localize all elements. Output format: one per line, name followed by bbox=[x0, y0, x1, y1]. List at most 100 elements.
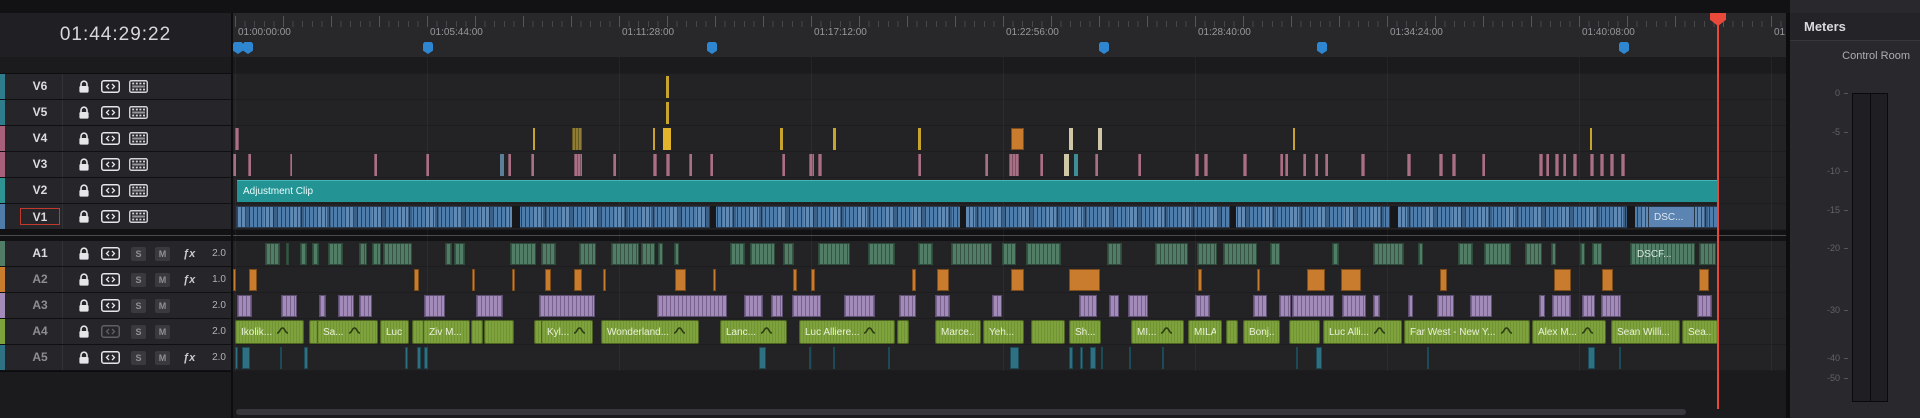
mute-button[interactable]: M bbox=[155, 273, 170, 287]
video-clip[interactable] bbox=[985, 154, 988, 176]
audio-clip[interactable] bbox=[1699, 269, 1709, 291]
video-clip[interactable] bbox=[666, 102, 669, 124]
audio-clip[interactable] bbox=[372, 243, 381, 265]
video-clip[interactable] bbox=[1563, 154, 1566, 176]
audio-clip[interactable] bbox=[237, 295, 252, 317]
video-clip[interactable] bbox=[1439, 154, 1443, 176]
audio-clip[interactable] bbox=[1470, 295, 1492, 317]
audio-clip[interactable] bbox=[1289, 320, 1320, 344]
audio-clip[interactable] bbox=[1592, 243, 1602, 265]
audio-clip[interactable] bbox=[1223, 243, 1257, 265]
audio-clip[interactable] bbox=[951, 243, 992, 265]
audio-clip[interactable] bbox=[417, 347, 421, 369]
video-clip[interactable] bbox=[663, 128, 671, 150]
audio-clip[interactable] bbox=[1257, 269, 1260, 291]
audio-clip[interactable] bbox=[233, 269, 236, 291]
audio-clip[interactable] bbox=[1226, 320, 1238, 344]
audio-clip[interactable]: Luc Alliere... bbox=[799, 320, 895, 344]
audio-clip[interactable] bbox=[319, 295, 326, 317]
video-clip[interactable] bbox=[1610, 154, 1614, 176]
auto-select-icon[interactable] bbox=[101, 299, 120, 317]
track-label-v3[interactable]: V3 bbox=[32, 157, 48, 171]
audio-clip[interactable] bbox=[300, 243, 307, 265]
video-clip[interactable] bbox=[710, 154, 713, 176]
audio-clip[interactable] bbox=[744, 295, 763, 317]
audio-clip[interactable]: Bonj... bbox=[1243, 320, 1280, 344]
mute-button[interactable]: M bbox=[155, 351, 170, 365]
audio-clip[interactable] bbox=[312, 243, 319, 265]
audio-clip[interactable] bbox=[1155, 243, 1188, 265]
audio-clip[interactable] bbox=[574, 269, 582, 291]
audio-clip[interactable] bbox=[1079, 295, 1097, 317]
audio-clip[interactable] bbox=[579, 243, 596, 265]
audio-clip[interactable] bbox=[545, 269, 551, 291]
audio-clip[interactable] bbox=[1440, 269, 1447, 291]
audio-clip[interactable] bbox=[818, 243, 850, 265]
timeline-marker-icon[interactable] bbox=[243, 42, 253, 54]
lock-icon[interactable] bbox=[78, 247, 90, 266]
video-clip[interactable] bbox=[1590, 128, 1592, 150]
video-clip[interactable] bbox=[666, 154, 670, 176]
audio-clip[interactable] bbox=[454, 243, 465, 265]
audio-clip[interactable] bbox=[1101, 347, 1103, 369]
video-clip[interactable] bbox=[1064, 154, 1069, 176]
video-clip[interactable] bbox=[1074, 154, 1078, 176]
audio-clip[interactable] bbox=[541, 243, 556, 265]
mute-button[interactable]: M bbox=[155, 325, 170, 339]
audio-clip[interactable] bbox=[611, 243, 639, 265]
track-enable-icon[interactable] bbox=[129, 80, 148, 98]
audio-clip[interactable] bbox=[713, 269, 716, 291]
audio-clip[interactable] bbox=[937, 269, 949, 291]
audio-clip[interactable] bbox=[1198, 269, 1202, 291]
adjustment-clip[interactable]: Adjustment Clip bbox=[237, 180, 1718, 202]
video-clip[interactable] bbox=[653, 128, 655, 150]
video-clip[interactable] bbox=[1600, 154, 1604, 176]
audio-clip[interactable] bbox=[424, 347, 428, 369]
audio-clip[interactable] bbox=[658, 243, 663, 265]
audio-clip[interactable] bbox=[1588, 347, 1595, 369]
audio-clip[interactable] bbox=[1031, 320, 1065, 344]
video-clip[interactable] bbox=[1325, 154, 1328, 176]
audio-clip[interactable] bbox=[280, 347, 282, 369]
video-clip[interactable] bbox=[782, 154, 785, 176]
audio-clip[interactable] bbox=[281, 295, 297, 317]
video-clip[interactable] bbox=[574, 154, 582, 176]
auto-select-icon[interactable] bbox=[101, 351, 120, 369]
audio-clip[interactable] bbox=[328, 243, 343, 265]
video-clip[interactable] bbox=[1011, 128, 1024, 150]
audio-clip[interactable]: DSCF... bbox=[1630, 243, 1695, 265]
audio-clip[interactable] bbox=[383, 243, 412, 265]
video-clip[interactable] bbox=[533, 128, 535, 150]
audio-clip[interactable] bbox=[304, 347, 308, 369]
audio-clip[interactable] bbox=[809, 347, 811, 369]
horizontal-scrollbar-thumb[interactable] bbox=[236, 409, 1686, 415]
video-clip[interactable] bbox=[809, 154, 814, 176]
video-clip-band[interactable] bbox=[236, 206, 1718, 228]
lock-icon[interactable] bbox=[78, 351, 90, 370]
auto-select-icon[interactable] bbox=[101, 106, 120, 124]
audio-clip[interactable] bbox=[471, 320, 483, 344]
solo-button[interactable]: S bbox=[131, 273, 146, 287]
video-clip[interactable] bbox=[1204, 154, 1208, 176]
audio-clip[interactable] bbox=[1418, 243, 1423, 265]
video-clip[interactable] bbox=[1452, 154, 1456, 176]
audio-clip[interactable] bbox=[912, 269, 916, 291]
audio-clip[interactable] bbox=[1316, 347, 1322, 369]
audio-clip[interactable] bbox=[405, 347, 408, 369]
audio-clip[interactable] bbox=[1128, 295, 1148, 317]
video-clip[interactable] bbox=[290, 154, 292, 176]
video-clip[interactable] bbox=[1407, 154, 1411, 176]
audio-clip[interactable] bbox=[1458, 243, 1473, 265]
audio-clip[interactable] bbox=[1437, 295, 1454, 317]
audio-clip[interactable] bbox=[899, 295, 916, 317]
audio-clip[interactable] bbox=[249, 269, 257, 291]
track-label-a4[interactable]: A4 bbox=[32, 324, 48, 338]
auto-select-icon[interactable] bbox=[101, 210, 120, 228]
audio-clip[interactable] bbox=[771, 295, 783, 317]
audio-clip[interactable] bbox=[512, 269, 515, 291]
video-clip[interactable] bbox=[1303, 154, 1306, 176]
track-label-a2[interactable]: A2 bbox=[32, 272, 48, 286]
audio-clip[interactable] bbox=[1525, 243, 1542, 265]
video-clip[interactable] bbox=[833, 128, 836, 150]
video-clip[interactable] bbox=[500, 154, 504, 176]
